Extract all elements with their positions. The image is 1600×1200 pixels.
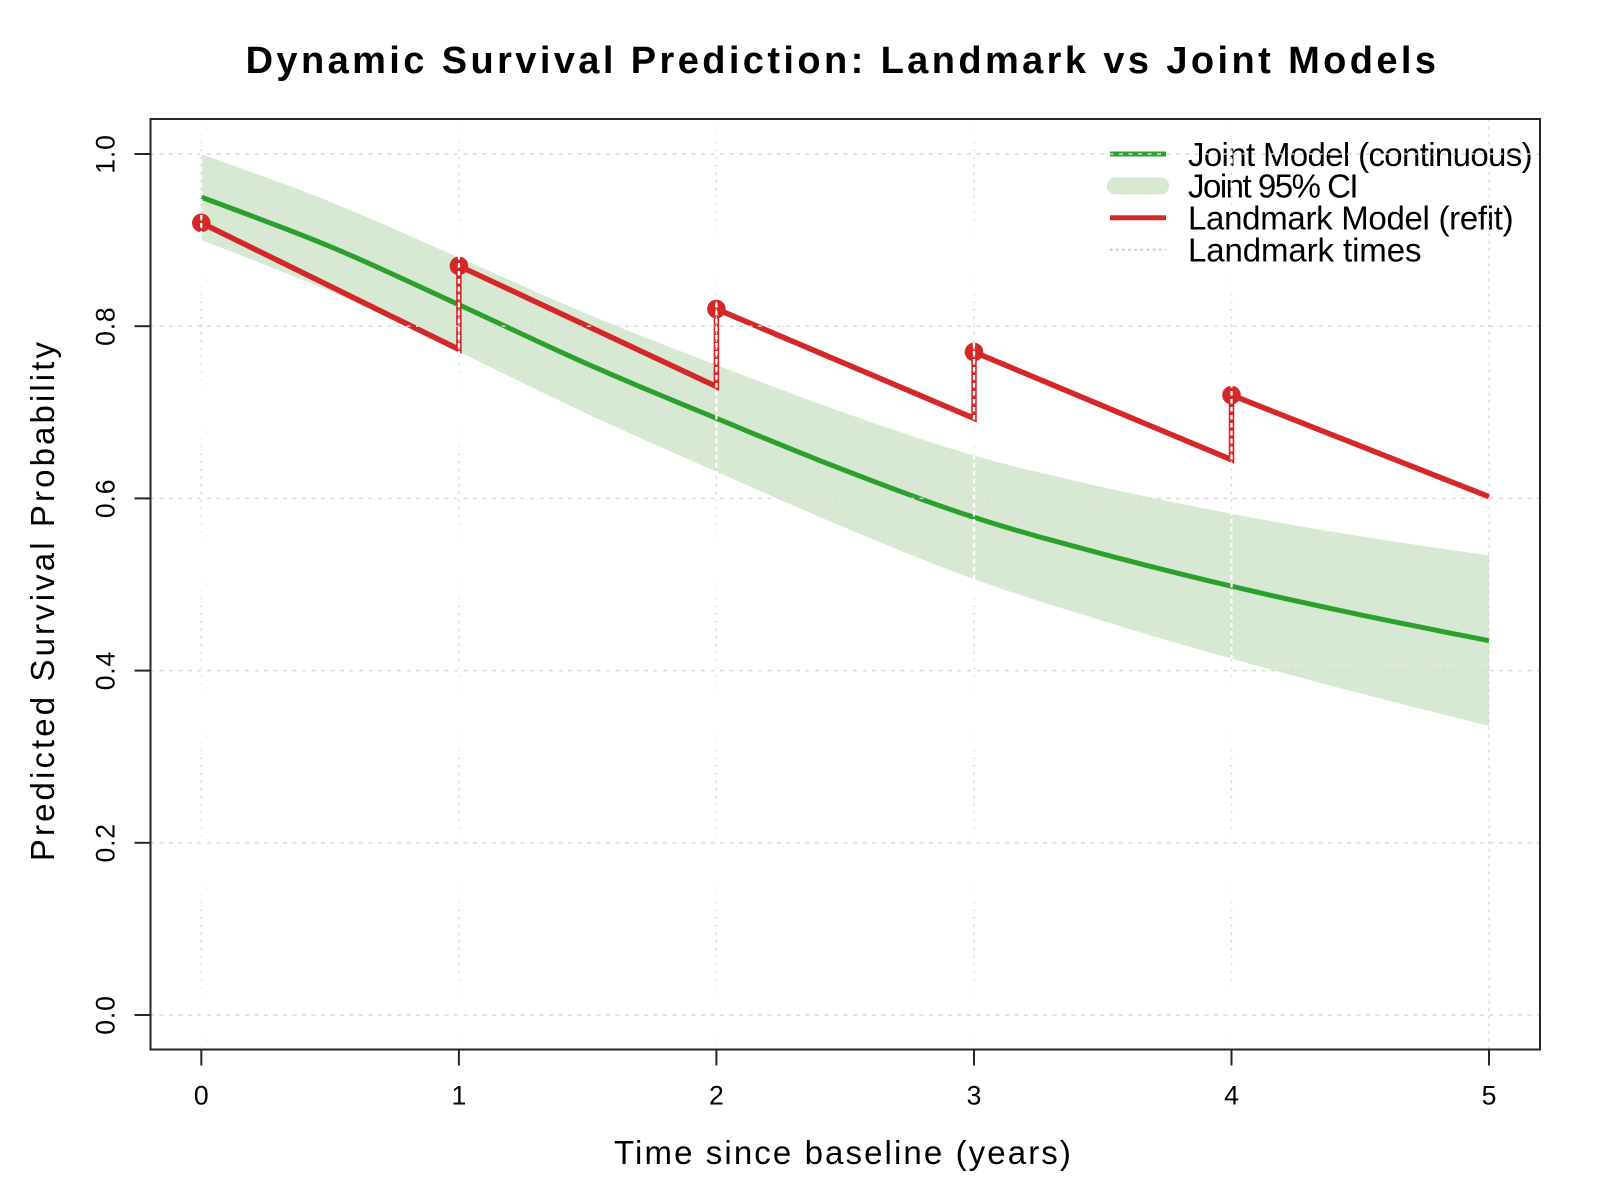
svg-text:1.0: 1.0	[91, 134, 121, 173]
svg-text:Joint 95% CI: Joint 95% CI	[1188, 168, 1357, 205]
svg-text:4: 4	[1224, 1080, 1239, 1110]
svg-text:0.4: 0.4	[91, 651, 121, 690]
svg-text:0.2: 0.2	[91, 823, 121, 862]
svg-text:Landmark times: Landmark times	[1188, 232, 1421, 269]
svg-text:3: 3	[967, 1080, 982, 1110]
svg-text:1: 1	[452, 1080, 467, 1110]
svg-text:Landmark Model (refit): Landmark Model (refit)	[1188, 200, 1513, 237]
svg-text:2: 2	[709, 1080, 724, 1110]
svg-text:Predicted Survival Probability: Predicted Survival Probability	[24, 339, 61, 861]
svg-text:0: 0	[194, 1080, 209, 1110]
svg-text:Time since baseline (years): Time since baseline (years)	[614, 1134, 1073, 1171]
svg-text:Dynamic Survival Prediction: L: Dynamic Survival Prediction: Landmark vs…	[246, 40, 1440, 82]
svg-text:0.0: 0.0	[91, 995, 121, 1034]
svg-text:5: 5	[1482, 1080, 1497, 1110]
svg-text:0.8: 0.8	[91, 307, 121, 346]
svg-text:0.6: 0.6	[91, 479, 121, 518]
